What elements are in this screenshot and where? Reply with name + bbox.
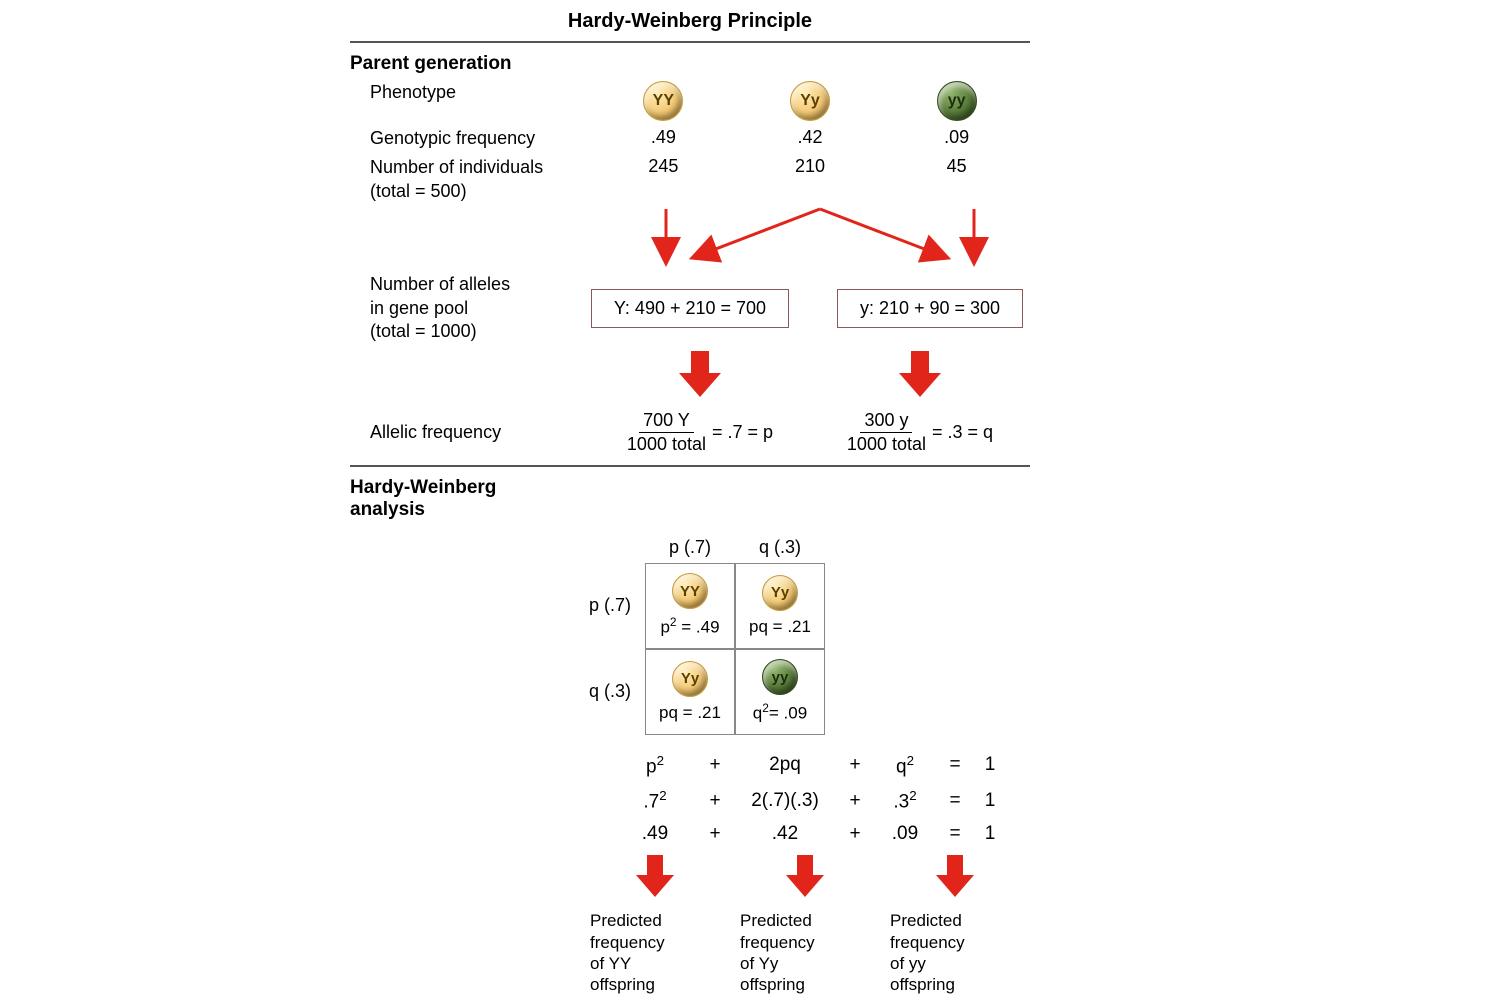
pool-Y-box: Y: 490 + 210 = 700: [591, 289, 789, 328]
punnett-row-p: p (.7): [589, 595, 631, 616]
predict-arrows: [350, 853, 1030, 906]
row-bigarrows: [350, 349, 1030, 404]
punnett-col-p: p (.7): [669, 537, 711, 558]
predict-arrow-YY-icon: [634, 853, 676, 901]
punnett-cell-3: yyq2= .09: [735, 649, 825, 735]
row-genofreq: Genotypic frequency .49 .42 .09: [350, 127, 1030, 150]
analysis-header: Hardy-Weinberganalysis: [350, 477, 570, 521]
label-allelefreq: Allelic frequency: [350, 421, 590, 444]
predict-YY: Predictedfrequencyof YYoffspring: [580, 910, 730, 995]
parent-header: Parent generation: [350, 53, 1030, 75]
row-pool: Number of allelesin gene pool(total = 10…: [350, 273, 1030, 343]
row-count: Number of individuals(total = 500) 245 2…: [350, 156, 1030, 203]
row-arrows-1: [350, 207, 1030, 267]
row-allelefreq: Allelic frequency 700 Y 1000 total = .7 …: [350, 410, 1030, 454]
predict-Yy: Predictedfrequencyof Yyoffspring: [730, 910, 880, 995]
diagram-container: Hardy-Weinberg Principle Parent generati…: [350, 10, 1030, 995]
row-phenotype: Phenotype YY Yy yy: [350, 81, 1030, 121]
count-Yy: 210: [737, 156, 884, 177]
genofreq-yy: .09: [883, 127, 1030, 148]
count-yy: 45: [883, 156, 1030, 177]
punnett-row-q: q (.3): [589, 681, 631, 702]
label-numind: Number of individuals(total = 500): [350, 156, 590, 203]
pool-y-box: y: 210 + 90 = 300: [837, 289, 1023, 328]
punnett-square: p (.7) q (.3) p (.7) YYp2 = .49 Yypq = .…: [575, 533, 1030, 735]
count-YY: 245: [590, 156, 737, 177]
label-genofreq: Genotypic frequency: [350, 127, 590, 150]
phenotype-Yy-icon: Yy: [790, 81, 830, 121]
label-phenotype: Phenotype: [350, 81, 590, 104]
analysis-top: Hardy-Weinberganalysis: [350, 477, 1030, 527]
genofreq-Yy: .42: [737, 127, 884, 148]
punnett-cell-2: Yypq = .21: [645, 649, 735, 735]
rule-mid: [350, 465, 1030, 467]
big-arrow-Y-icon: [677, 349, 723, 399]
phenotype-yy-icon: yy: [937, 81, 977, 121]
hw-equation-grid: p2+2pq+q2=1 .72+2(.7)(.3)+.32=1 .49+.42+…: [350, 753, 1030, 846]
predict-arrow-yy-icon: [934, 853, 976, 901]
main-title: Hardy-Weinberg Principle: [350, 10, 1030, 33]
allelefreq-q: 300 y 1000 total = .3 = q: [847, 410, 993, 454]
punnett-cell-0: YYp2 = .49: [645, 563, 735, 649]
arrows-to-pool-icon: [590, 207, 1050, 267]
allelefreq-p: 700 Y 1000 total = .7 = p: [627, 410, 773, 454]
phenotype-YY-icon: YY: [643, 81, 683, 121]
big-arrow-y-icon: [897, 349, 943, 399]
predict-labels: Predictedfrequencyof YYoffspring Predict…: [350, 910, 1030, 995]
punnett-cell-1: Yypq = .21: [735, 563, 825, 649]
predict-arrow-Yy-icon: [784, 853, 826, 901]
rule-top: [350, 41, 1030, 43]
genofreq-YY: .49: [590, 127, 737, 148]
label-numalleles: Number of allelesin gene pool(total = 10…: [350, 273, 590, 343]
predict-yy: Predictedfrequencyof yyoffspring: [880, 910, 1030, 995]
punnett-col-q: q (.3): [759, 537, 801, 558]
